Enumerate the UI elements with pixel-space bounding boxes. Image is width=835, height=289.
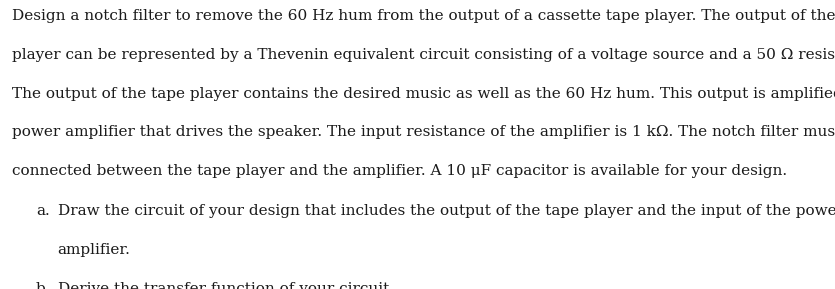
Text: a.: a.	[36, 204, 49, 218]
Text: connected between the tape player and the amplifier. A 10 μF capacitor is availa: connected between the tape player and th…	[12, 164, 787, 178]
Text: player can be represented by a Thevenin equivalent circuit consisting of a volta: player can be represented by a Thevenin …	[12, 48, 835, 62]
Text: Draw the circuit of your design that includes the output of the tape player and : Draw the circuit of your design that inc…	[58, 204, 835, 218]
Text: b.: b.	[36, 282, 50, 289]
Text: Design a notch filter to remove the 60 Hz hum from the output of a cassette tape: Design a notch filter to remove the 60 H…	[12, 9, 835, 23]
Text: amplifier.: amplifier.	[58, 243, 130, 257]
Text: The output of the tape player contains the desired music as well as the 60 Hz hu: The output of the tape player contains t…	[12, 87, 835, 101]
Text: power amplifier that drives the speaker. The input resistance of the amplifier i: power amplifier that drives the speaker.…	[12, 125, 835, 139]
Text: Derive the transfer function of your circuit.: Derive the transfer function of your cir…	[58, 282, 393, 289]
